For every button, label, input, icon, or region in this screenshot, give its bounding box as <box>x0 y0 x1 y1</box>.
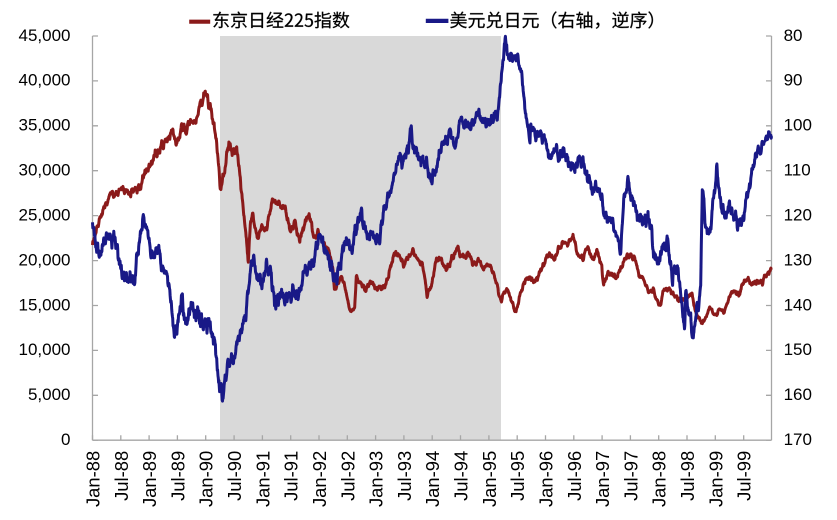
svg-text:15,000: 15,000 <box>19 295 71 314</box>
svg-text:150: 150 <box>784 340 812 359</box>
svg-text:Jul-98: Jul-98 <box>677 451 698 501</box>
svg-text:Jul-91: Jul-91 <box>281 451 302 501</box>
svg-text:140: 140 <box>784 295 812 314</box>
svg-text:160: 160 <box>784 385 812 404</box>
svg-text:Jul-90: Jul-90 <box>224 451 245 501</box>
svg-text:Jan-91: Jan-91 <box>252 451 273 507</box>
svg-text:Jan-99: Jan-99 <box>705 451 726 507</box>
svg-text:Jul-94: Jul-94 <box>451 451 472 501</box>
svg-text:Jan-90: Jan-90 <box>196 451 217 507</box>
svg-text:Jan-92: Jan-92 <box>309 451 330 507</box>
svg-text:Jan-94: Jan-94 <box>422 451 443 507</box>
svg-text:25,000: 25,000 <box>19 205 71 224</box>
svg-text:Jan-97: Jan-97 <box>592 451 613 507</box>
svg-text:40,000: 40,000 <box>19 71 71 90</box>
svg-text:170: 170 <box>784 430 812 449</box>
svg-text:Jan-98: Jan-98 <box>649 451 670 507</box>
svg-text:35,000: 35,000 <box>19 116 71 135</box>
svg-text:110: 110 <box>784 161 811 180</box>
svg-text:20,000: 20,000 <box>19 250 71 269</box>
svg-text:Jul-95: Jul-95 <box>507 451 528 501</box>
svg-text:30,000: 30,000 <box>19 161 71 180</box>
svg-text:10,000: 10,000 <box>19 340 71 359</box>
svg-text:Jul-93: Jul-93 <box>394 451 415 501</box>
svg-text:Jul-96: Jul-96 <box>564 451 585 501</box>
svg-text:120: 120 <box>784 205 812 224</box>
svg-text:Jul-92: Jul-92 <box>337 451 358 501</box>
svg-text:45,000: 45,000 <box>19 26 71 45</box>
svg-text:Jul-99: Jul-99 <box>734 451 755 501</box>
svg-text:Jan-88: Jan-88 <box>83 451 104 507</box>
svg-text:0: 0 <box>61 430 70 449</box>
svg-text:Jul-97: Jul-97 <box>620 451 641 501</box>
svg-text:5,000: 5,000 <box>28 385 71 404</box>
svg-text:Jan-89: Jan-89 <box>139 451 160 507</box>
svg-text:100: 100 <box>784 116 812 135</box>
svg-text:130: 130 <box>784 250 812 269</box>
svg-text:80: 80 <box>784 26 803 45</box>
svg-text:Jan-93: Jan-93 <box>366 451 387 507</box>
svg-text:90: 90 <box>784 71 803 90</box>
svg-text:Jul-89: Jul-89 <box>167 451 188 501</box>
svg-text:Jan-96: Jan-96 <box>536 451 557 507</box>
svg-text:Jul-88: Jul-88 <box>111 451 132 501</box>
svg-text:Jan-95: Jan-95 <box>479 451 500 507</box>
